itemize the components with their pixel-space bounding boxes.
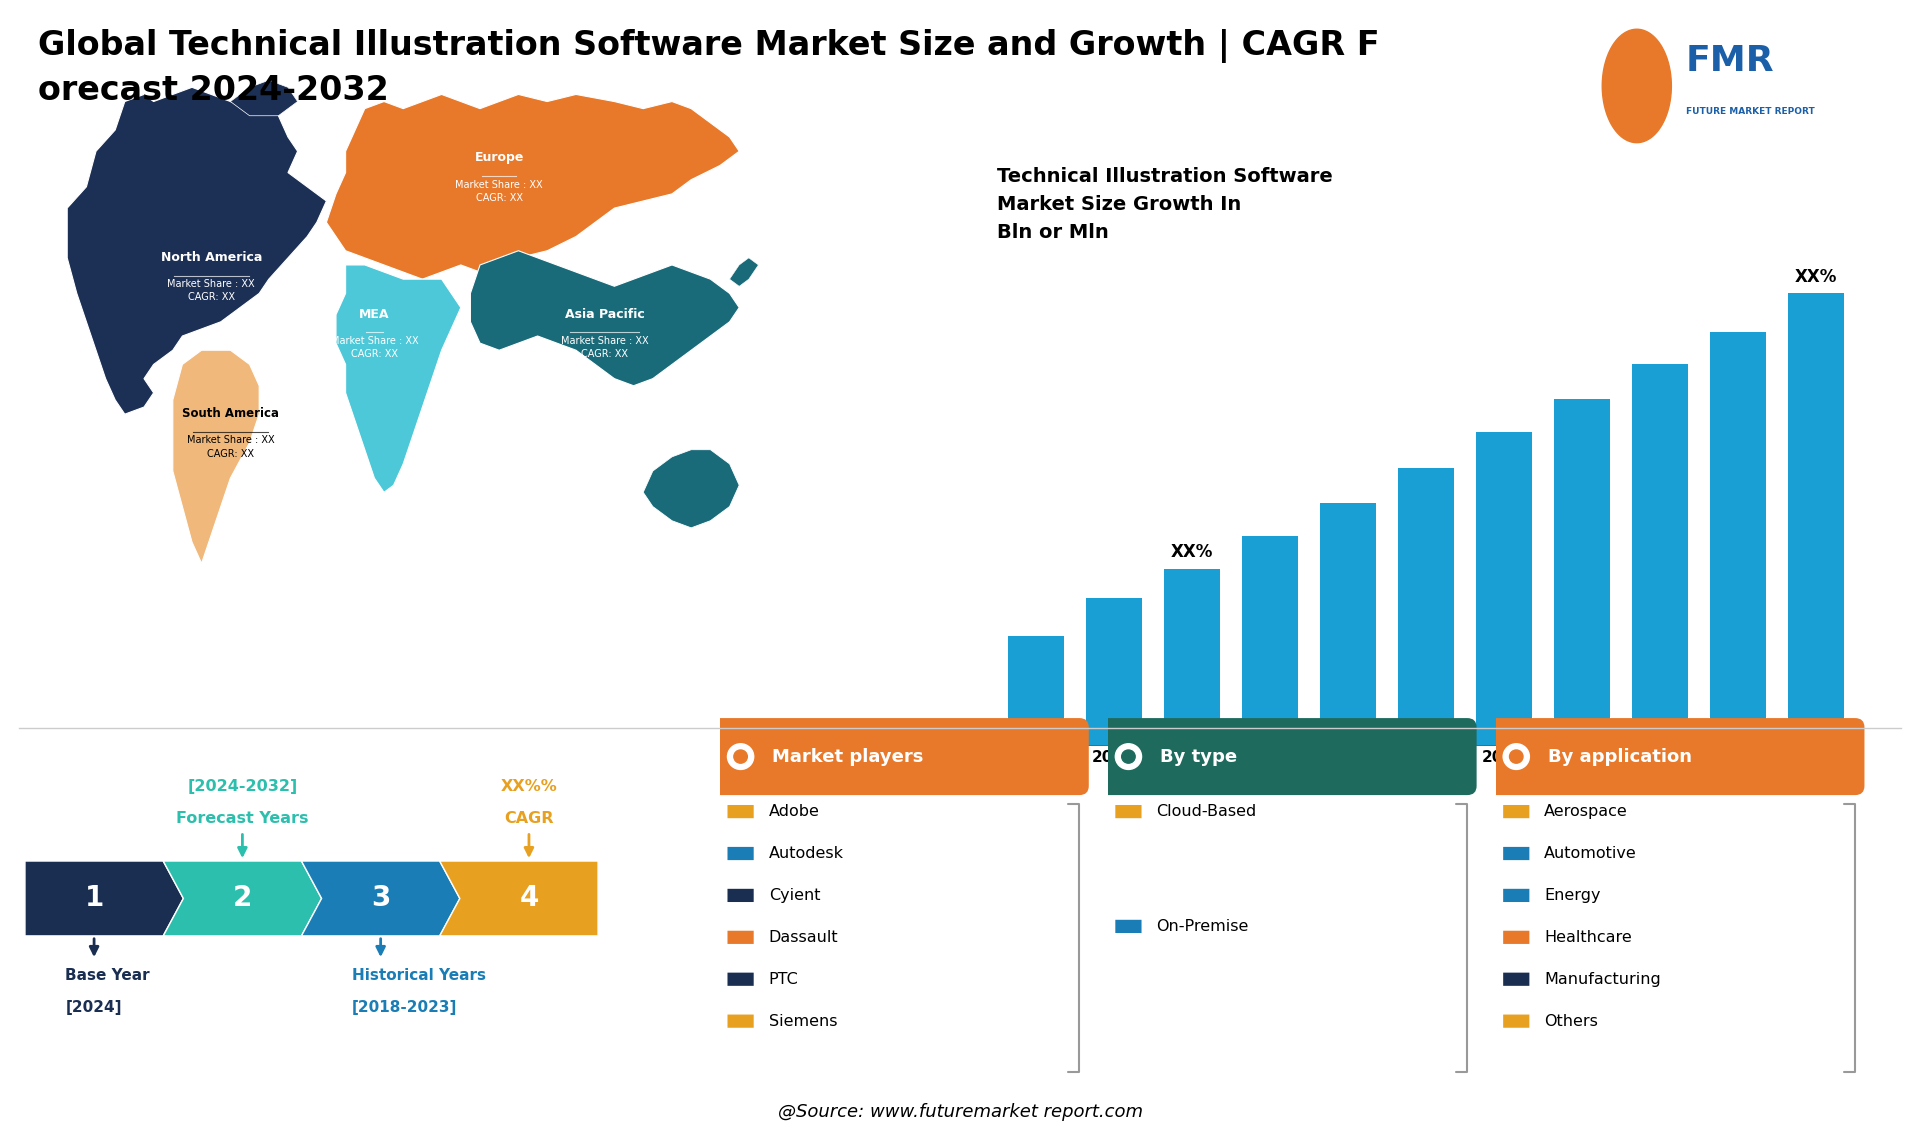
FancyBboxPatch shape: [728, 889, 755, 902]
Text: Historical Years: Historical Years: [351, 968, 486, 983]
Bar: [1475, 432, 1532, 745]
Polygon shape: [173, 351, 259, 564]
Text: On-Premise: On-Premise: [1156, 919, 1248, 934]
FancyBboxPatch shape: [1503, 931, 1530, 944]
Text: CAGR: CAGR: [505, 811, 553, 826]
Polygon shape: [25, 861, 182, 936]
FancyBboxPatch shape: [1116, 804, 1142, 818]
Polygon shape: [230, 80, 298, 116]
Polygon shape: [440, 861, 597, 936]
Text: 4: 4: [518, 885, 540, 912]
Text: Market Share : XX
CAGR: XX: Market Share : XX CAGR: XX: [561, 336, 649, 359]
Text: Cyient: Cyient: [768, 888, 820, 903]
FancyBboxPatch shape: [728, 847, 755, 861]
Text: PTC: PTC: [768, 972, 799, 987]
Text: Cloud-Based: Cloud-Based: [1156, 804, 1258, 819]
Text: @Source: www.futuremarket report.com: @Source: www.futuremarket report.com: [778, 1102, 1142, 1121]
Text: Siemens: Siemens: [768, 1014, 837, 1029]
Text: Technical Illustration Software
Market Size Growth In
Bln or Mln: Technical Illustration Software Market S…: [996, 167, 1332, 242]
Polygon shape: [336, 265, 461, 493]
Text: By application: By application: [1548, 747, 1692, 766]
FancyBboxPatch shape: [1503, 889, 1530, 902]
Text: orecast 2024-2032: orecast 2024-2032: [38, 74, 390, 108]
Text: Others: Others: [1544, 1014, 1597, 1029]
FancyBboxPatch shape: [728, 973, 755, 986]
Text: [2024]: [2024]: [65, 1000, 121, 1015]
Text: 2: 2: [232, 885, 252, 912]
Text: Asia Pacific: Asia Pacific: [564, 307, 645, 321]
Bar: [1788, 293, 1843, 745]
Circle shape: [1503, 744, 1530, 769]
Bar: [1632, 364, 1688, 745]
Text: [2018-2023]: [2018-2023]: [351, 1000, 457, 1015]
Text: [2024-2032]: [2024-2032]: [188, 779, 298, 794]
Polygon shape: [730, 258, 758, 286]
Text: Market players: Market players: [772, 747, 924, 766]
FancyBboxPatch shape: [710, 719, 1089, 795]
FancyBboxPatch shape: [1486, 719, 1864, 795]
Bar: [1164, 568, 1219, 745]
FancyBboxPatch shape: [1503, 804, 1530, 818]
FancyBboxPatch shape: [1503, 973, 1530, 986]
Text: 1: 1: [84, 885, 104, 912]
Text: Aerospace: Aerospace: [1544, 804, 1628, 819]
Text: By type: By type: [1160, 747, 1236, 766]
FancyBboxPatch shape: [1098, 719, 1476, 795]
Text: Base Year: Base Year: [65, 968, 150, 983]
Text: Market Share : XX
CAGR: XX: Market Share : XX CAGR: XX: [455, 180, 543, 203]
Text: Global Technical Illustration Software Market Size and Growth | CAGR F: Global Technical Illustration Software M…: [38, 29, 1380, 63]
FancyBboxPatch shape: [728, 804, 755, 818]
Circle shape: [1509, 749, 1523, 763]
Text: Energy: Energy: [1544, 888, 1601, 903]
Bar: [1398, 468, 1453, 745]
FancyBboxPatch shape: [728, 1014, 755, 1028]
Text: Market Share : XX
CAGR: XX: Market Share : XX CAGR: XX: [186, 435, 275, 458]
Text: South America: South America: [182, 407, 278, 421]
FancyBboxPatch shape: [1116, 920, 1142, 933]
Polygon shape: [1603, 30, 1670, 142]
Text: Europe: Europe: [474, 151, 524, 164]
Text: North America: North America: [161, 251, 261, 264]
Text: XX%: XX%: [1795, 268, 1837, 285]
Text: FMR: FMR: [1686, 44, 1774, 78]
Bar: [1553, 399, 1609, 745]
Bar: [1242, 536, 1298, 745]
Circle shape: [1121, 749, 1135, 763]
Text: Manufacturing: Manufacturing: [1544, 972, 1661, 987]
Bar: [1319, 503, 1375, 745]
Text: Adobe: Adobe: [768, 804, 820, 819]
Circle shape: [1116, 744, 1142, 769]
Polygon shape: [163, 861, 321, 936]
FancyBboxPatch shape: [1503, 847, 1530, 861]
Bar: [1008, 636, 1064, 745]
FancyBboxPatch shape: [1503, 1014, 1530, 1028]
Circle shape: [728, 744, 755, 769]
Bar: [1085, 598, 1142, 745]
Polygon shape: [326, 94, 739, 280]
Text: Market Share : XX
CAGR: XX: Market Share : XX CAGR: XX: [330, 336, 419, 359]
Text: XX%: XX%: [1171, 543, 1213, 562]
Text: Forecast Years: Forecast Years: [177, 811, 309, 826]
Text: Dassault: Dassault: [768, 929, 839, 944]
Text: Market Share : XX
CAGR: XX: Market Share : XX CAGR: XX: [167, 280, 255, 303]
Bar: [1709, 331, 1766, 745]
Text: XX%%: XX%%: [501, 779, 557, 794]
Text: Automotive: Automotive: [1544, 846, 1638, 861]
Text: 3: 3: [371, 885, 390, 912]
Polygon shape: [67, 87, 326, 414]
Text: Autodesk: Autodesk: [768, 846, 843, 861]
Text: FUTURE MARKET REPORT: FUTURE MARKET REPORT: [1686, 107, 1814, 116]
Polygon shape: [301, 861, 461, 936]
Circle shape: [733, 749, 747, 763]
Polygon shape: [470, 251, 739, 386]
Text: MEA: MEA: [359, 307, 390, 321]
FancyBboxPatch shape: [728, 931, 755, 944]
Text: Healthcare: Healthcare: [1544, 929, 1632, 944]
Polygon shape: [643, 449, 739, 528]
